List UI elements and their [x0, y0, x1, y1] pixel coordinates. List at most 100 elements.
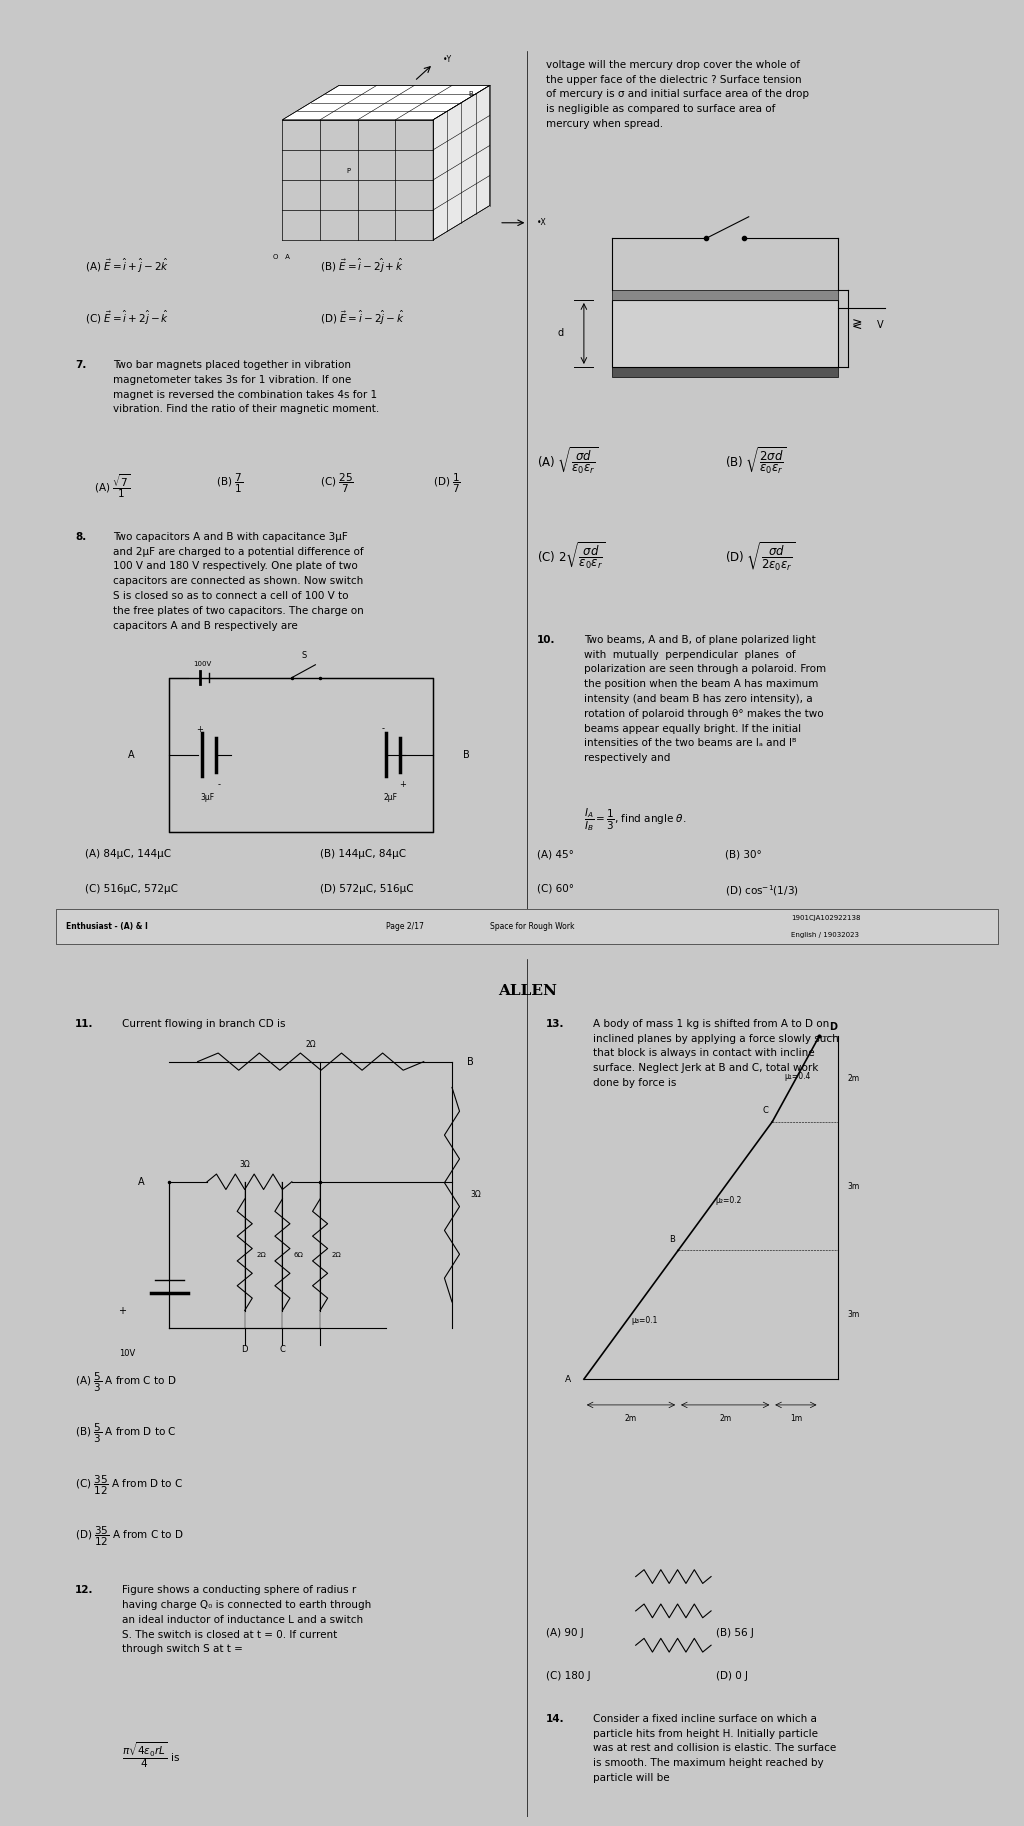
Text: (A) 84μC, 144μC: (A) 84μC, 144μC	[85, 849, 171, 860]
Text: (C) $\dfrac{35}{12}$ A from D to C: (C) $\dfrac{35}{12}$ A from D to C	[75, 1474, 183, 1497]
Text: (C) $\dfrac{25}{7}$: (C) $\dfrac{25}{7}$	[321, 471, 354, 495]
Text: $\dfrac{I_A}{I_B} = \dfrac{1}{3}$, find angle $\theta$.: $\dfrac{I_A}{I_B} = \dfrac{1}{3}$, find …	[584, 807, 686, 833]
Text: 11.: 11.	[75, 1019, 93, 1028]
Text: 10V: 10V	[119, 1349, 135, 1359]
Text: (B) $\dfrac{7}{1}$: (B) $\dfrac{7}{1}$	[216, 471, 244, 495]
Text: A body of mass 1 kg is shifted from A to D on
inclined planes by applying a forc: A body of mass 1 kg is shifted from A to…	[593, 1019, 839, 1088]
Text: +: +	[399, 780, 407, 789]
Text: B: B	[669, 1234, 675, 1244]
Text: (C) $\vec{E} = \hat{i} + 2\hat{j} - \hat{k}$: (C) $\vec{E} = \hat{i} + 2\hat{j} - \hat…	[85, 309, 169, 327]
Text: +: +	[196, 725, 203, 734]
Text: (D) 572μC, 516μC: (D) 572μC, 516μC	[321, 884, 414, 893]
Text: $\dfrac{\pi\sqrt{4\varepsilon_0 rL}}{4}$ is: $\dfrac{\pi\sqrt{4\varepsilon_0 rL}}{4}$…	[122, 1740, 180, 1769]
Text: 1m: 1m	[790, 1413, 802, 1422]
Text: 3Ω: 3Ω	[240, 1160, 250, 1169]
Text: 12.: 12.	[75, 1585, 93, 1596]
Text: 2Ω: 2Ω	[305, 1039, 316, 1048]
Text: Two capacitors A and B with capacitance 3μF
and 2μF are charged to a potential d: Two capacitors A and B with capacitance …	[113, 531, 364, 630]
Text: A: A	[565, 1375, 571, 1384]
Text: 3Ω: 3Ω	[471, 1191, 481, 1200]
Text: A: A	[128, 750, 135, 760]
Bar	[56, 909, 998, 944]
Text: English / 19032023: English / 19032023	[792, 931, 859, 939]
Text: 2m: 2m	[719, 1413, 731, 1422]
Bar	[612, 367, 839, 378]
Text: (A) $\dfrac{5}{3}$ A from C to D: (A) $\dfrac{5}{3}$ A from C to D	[75, 1371, 176, 1393]
Bar	[169, 677, 433, 833]
Text: μ₃=0.1: μ₃=0.1	[631, 1317, 657, 1326]
Text: (C) 516μC, 572μC: (C) 516μC, 572μC	[85, 884, 177, 893]
Text: (A) 90 J: (A) 90 J	[546, 1629, 584, 1638]
Text: 3μF: 3μF	[200, 792, 214, 802]
Text: 3m: 3m	[848, 1311, 860, 1320]
Text: (D) cos$^{-1}$(1/3): (D) cos$^{-1}$(1/3)	[725, 884, 799, 898]
Text: •Y: •Y	[442, 55, 452, 64]
Text: (A) $\vec{E} = \hat{i} + \hat{j} - 2\hat{k}$: (A) $\vec{E} = \hat{i} + \hat{j} - 2\hat…	[85, 257, 169, 276]
Bar	[612, 299, 839, 367]
Text: P: P	[346, 168, 350, 173]
Text: Two beams, A and B, of plane polarized light
with  mutually  perpendicular  plan: Two beams, A and B, of plane polarized l…	[584, 635, 826, 763]
Text: 2m: 2m	[625, 1413, 637, 1422]
Text: 2μF: 2μF	[384, 792, 397, 802]
Text: (D) $\dfrac{1}{7}$: (D) $\dfrac{1}{7}$	[433, 471, 461, 495]
Text: Figure shows a conducting sphere of radius r
having charge Q₀ is connected to ea: Figure shows a conducting sphere of radi…	[122, 1585, 372, 1654]
Text: 8.: 8.	[75, 531, 86, 542]
Text: 2m: 2m	[848, 1074, 860, 1083]
Text: B: B	[468, 1057, 474, 1066]
Text: (B) 144μC, 84μC: (B) 144μC, 84μC	[321, 849, 407, 860]
Text: (A) $\dfrac{\sqrt{7}}{1}$: (A) $\dfrac{\sqrt{7}}{1}$	[94, 471, 130, 500]
Polygon shape	[283, 86, 489, 121]
Text: (C) 60°: (C) 60°	[537, 884, 573, 893]
Text: 1901CJA102922138: 1901CJA102922138	[792, 915, 860, 920]
Bar	[612, 290, 839, 299]
Text: (B) 56 J: (B) 56 J	[716, 1629, 754, 1638]
Text: A: A	[138, 1176, 144, 1187]
Text: ALLEN: ALLEN	[498, 984, 557, 999]
Text: (A) $\sqrt{\dfrac{\sigma d}{\varepsilon_0\varepsilon_r}}$: (A) $\sqrt{\dfrac{\sigma d}{\varepsilon_…	[537, 446, 598, 477]
Text: C: C	[763, 1107, 769, 1116]
Text: Space for Rough Work: Space for Rough Work	[489, 922, 574, 931]
Text: -: -	[218, 780, 221, 789]
Text: -: -	[382, 725, 385, 734]
Text: (D) $\sqrt{\dfrac{\sigma d}{2\varepsilon_0\varepsilon_r}}$: (D) $\sqrt{\dfrac{\sigma d}{2\varepsilon…	[725, 540, 796, 573]
Text: 7.: 7.	[75, 360, 87, 371]
Text: Current flowing in branch CD is: Current flowing in branch CD is	[122, 1019, 286, 1028]
Text: (B) $\vec{E} = \hat{i} - 2\hat{j} + \hat{k}$: (B) $\vec{E} = \hat{i} - 2\hat{j} + \hat…	[321, 257, 404, 276]
Text: ≷: ≷	[852, 318, 862, 331]
Text: •X: •X	[537, 219, 547, 226]
Text: voltage will the mercury drop cover the whole of
the upper face of the dielectri: voltage will the mercury drop cover the …	[546, 60, 809, 130]
Text: B: B	[463, 750, 469, 760]
Text: (D) $\vec{E} = \hat{i} - 2\hat{j} - \hat{k}$: (D) $\vec{E} = \hat{i} - 2\hat{j} - \hat…	[321, 309, 404, 327]
Text: μ₁=0.4: μ₁=0.4	[784, 1072, 810, 1081]
Polygon shape	[433, 86, 489, 239]
Text: (A) 45°: (A) 45°	[537, 849, 573, 860]
Text: Enthusiast - (A) & I: Enthusiast - (A) & I	[66, 922, 147, 931]
Text: O   A: O A	[273, 254, 290, 259]
Text: C: C	[280, 1344, 286, 1353]
Text: 3m: 3m	[848, 1181, 860, 1191]
Text: 6Ω: 6Ω	[294, 1253, 303, 1258]
Text: (C) 180 J: (C) 180 J	[546, 1671, 591, 1682]
Text: +: +	[118, 1306, 126, 1315]
Text: (B) $\dfrac{5}{3}$ A from D to C: (B) $\dfrac{5}{3}$ A from D to C	[75, 1422, 177, 1446]
Text: 2Ω: 2Ω	[256, 1253, 266, 1258]
Text: 2Ω: 2Ω	[332, 1253, 341, 1258]
Text: (C) $2\sqrt{\dfrac{\sigma d}{\varepsilon_0\varepsilon_r}}$: (C) $2\sqrt{\dfrac{\sigma d}{\varepsilon…	[537, 540, 605, 572]
Text: d: d	[557, 329, 563, 338]
Text: S: S	[301, 652, 306, 661]
Text: (D) 0 J: (D) 0 J	[716, 1671, 748, 1682]
Text: B: B	[468, 91, 473, 97]
Text: V: V	[878, 320, 884, 331]
Text: Two bar magnets placed together in vibration
magnetometer takes 3s for 1 vibrati: Two bar magnets placed together in vibra…	[113, 360, 379, 415]
Text: 100V: 100V	[193, 661, 211, 666]
Text: (B) $\sqrt{\dfrac{2\sigma d}{\varepsilon_0\varepsilon_r}}$: (B) $\sqrt{\dfrac{2\sigma d}{\varepsilon…	[725, 446, 786, 477]
Text: D: D	[828, 1021, 837, 1032]
Text: Consider a fixed incline surface on which a
particle hits from height H. Initial: Consider a fixed incline surface on whic…	[593, 1715, 837, 1782]
Text: (B) 30°: (B) 30°	[725, 849, 762, 860]
Text: 14.: 14.	[546, 1715, 565, 1724]
Text: Page 2/17: Page 2/17	[386, 922, 424, 931]
Text: D: D	[242, 1344, 248, 1353]
Text: (D) $\dfrac{35}{12}$ A from C to D: (D) $\dfrac{35}{12}$ A from C to D	[75, 1525, 184, 1548]
Text: 13.: 13.	[546, 1019, 564, 1028]
Text: μ₂=0.2: μ₂=0.2	[716, 1196, 742, 1205]
